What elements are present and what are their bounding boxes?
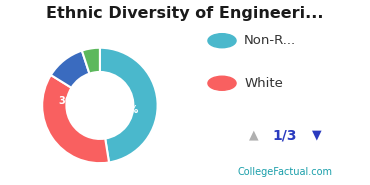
- Text: 47%: 47%: [116, 105, 139, 115]
- Wedge shape: [82, 48, 100, 74]
- Text: ▲: ▲: [249, 129, 258, 142]
- Text: ▼: ▼: [312, 129, 321, 142]
- Text: CollegeFactual.com: CollegeFactual.com: [238, 167, 332, 177]
- Text: Ethnic Diversity of Engineeri...: Ethnic Diversity of Engineeri...: [46, 6, 324, 21]
- Wedge shape: [100, 48, 158, 162]
- Text: 1/3: 1/3: [273, 128, 297, 142]
- Wedge shape: [51, 51, 90, 88]
- Text: 36.0: 36.0: [58, 96, 82, 106]
- Wedge shape: [42, 75, 109, 163]
- Text: Non-R...: Non-R...: [244, 34, 296, 47]
- Text: White: White: [244, 77, 283, 90]
